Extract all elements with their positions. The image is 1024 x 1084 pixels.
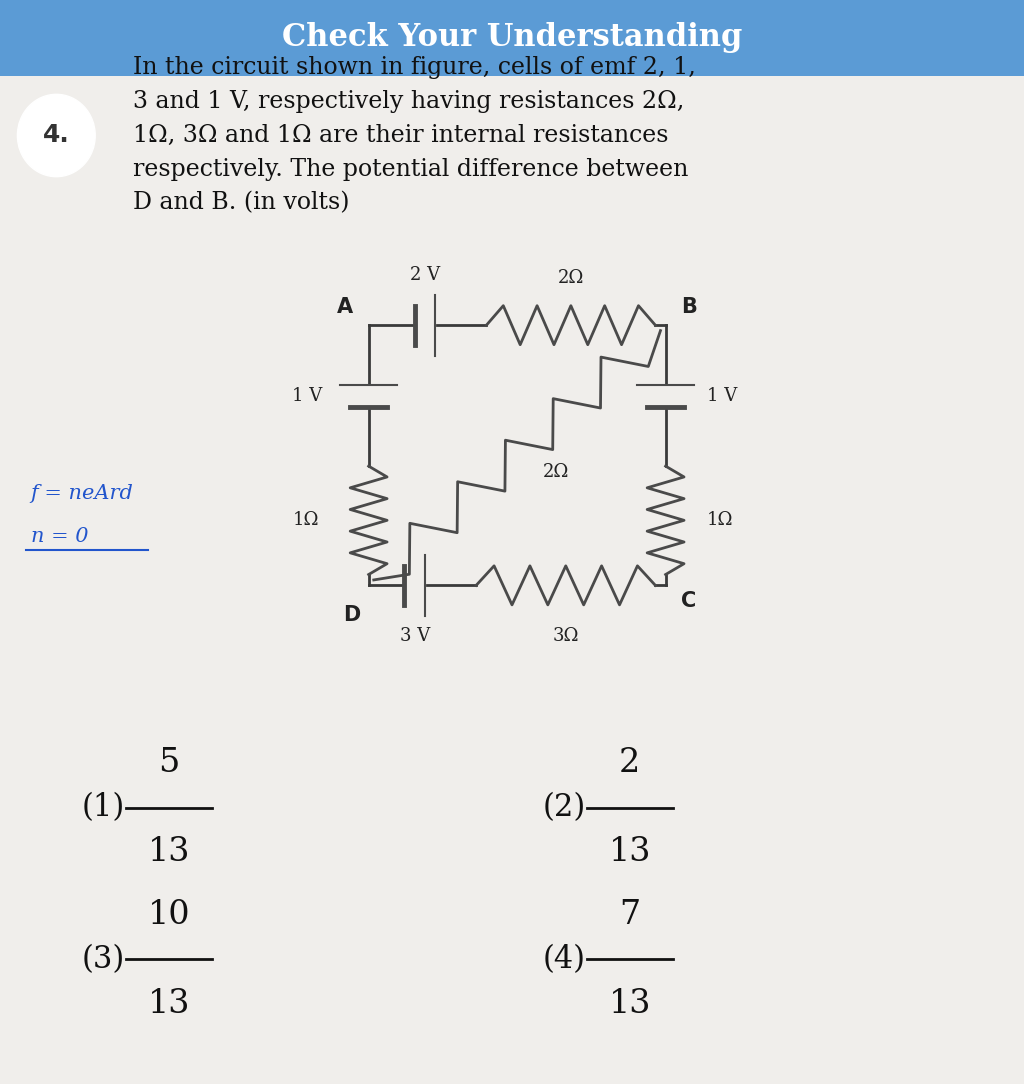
Text: In the circuit shown in figure, cells of emf 2, 1,
3 and 1 V, respectively havin: In the circuit shown in figure, cells of… — [133, 56, 696, 215]
Text: A: A — [337, 297, 353, 317]
Text: n = 0: n = 0 — [31, 527, 88, 546]
FancyBboxPatch shape — [0, 0, 1024, 76]
Text: 13: 13 — [608, 836, 651, 868]
Text: (3): (3) — [82, 944, 125, 975]
Text: 1Ω: 1Ω — [293, 512, 319, 529]
Text: 13: 13 — [608, 988, 651, 1020]
Text: 10: 10 — [147, 899, 190, 931]
Text: 2Ω: 2Ω — [543, 463, 569, 480]
Text: 13: 13 — [147, 836, 190, 868]
Text: 3 V: 3 V — [399, 627, 430, 645]
Text: 3Ω: 3Ω — [553, 627, 579, 645]
Text: 1Ω: 1Ω — [707, 512, 733, 529]
Text: 2: 2 — [620, 747, 640, 779]
Text: 13: 13 — [147, 988, 190, 1020]
Text: (2): (2) — [543, 792, 586, 823]
Text: 2 V: 2 V — [410, 266, 440, 284]
Text: 1 V: 1 V — [707, 387, 737, 404]
Text: C: C — [681, 591, 696, 610]
Text: 7: 7 — [620, 899, 640, 931]
Text: f = neArd: f = neArd — [31, 483, 133, 503]
Text: (4): (4) — [543, 944, 586, 975]
Text: D: D — [343, 605, 360, 624]
Text: B: B — [681, 297, 697, 317]
Text: 2Ω: 2Ω — [558, 269, 584, 287]
Text: (1): (1) — [82, 792, 125, 823]
Circle shape — [17, 94, 95, 177]
Text: 4.: 4. — [43, 124, 70, 147]
Text: Check Your Understanding: Check Your Understanding — [282, 23, 742, 53]
Text: 1 V: 1 V — [292, 387, 323, 404]
Text: 5: 5 — [159, 747, 179, 779]
